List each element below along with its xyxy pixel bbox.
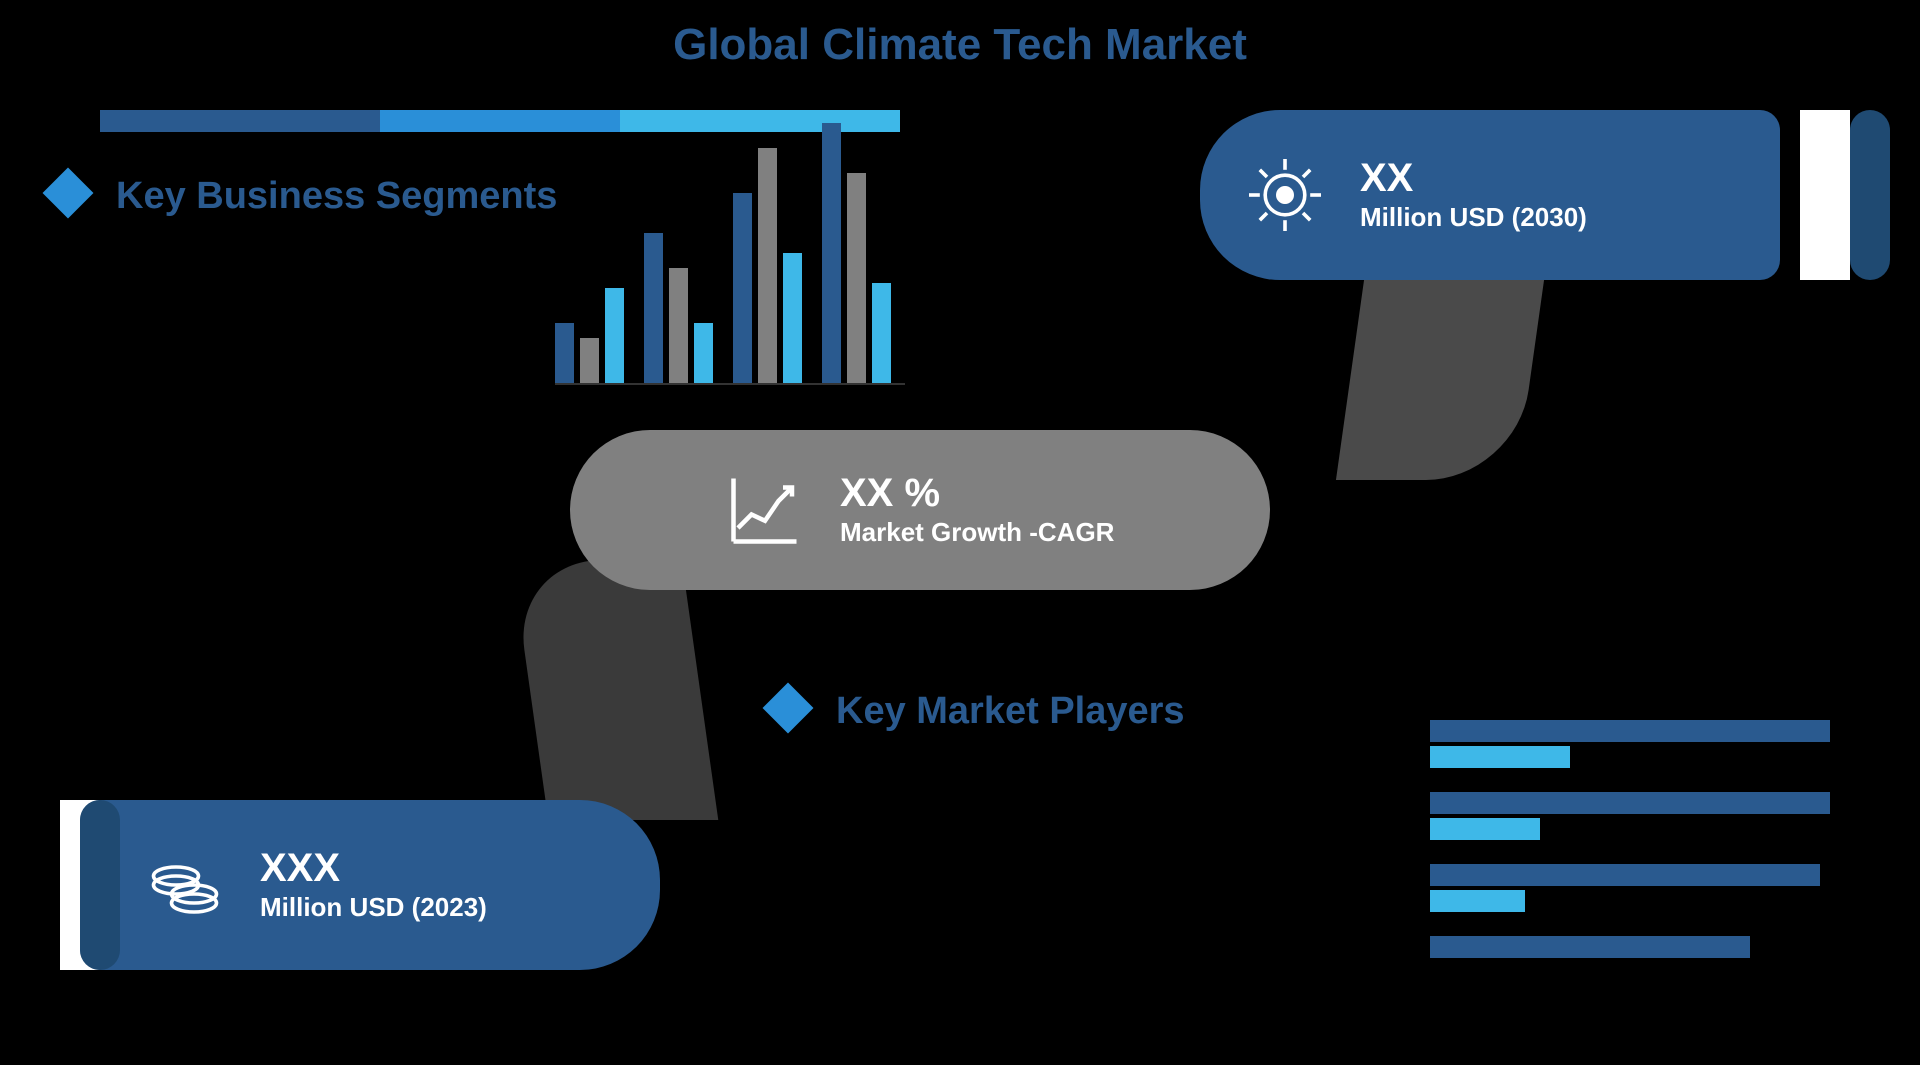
hbar xyxy=(1430,746,1570,768)
player-item: IBM (United States) xyxy=(836,918,1336,946)
metric-2030-label: Million USD (2030) xyxy=(1360,201,1587,235)
player-item: Google LLC (United States) xyxy=(836,874,1336,902)
segment-item: By Application xyxy=(116,292,557,323)
segments-title: Key Business Segments xyxy=(116,175,557,218)
metric-2030-value: XX xyxy=(1360,156,1587,201)
chart-bar xyxy=(605,288,624,383)
players-list: Daikin Industries (Japan) General Electri… xyxy=(836,758,1336,990)
diamond-icon xyxy=(763,683,814,734)
chart-bar xyxy=(694,323,713,383)
player-item: Daikin Industries (Japan) xyxy=(836,758,1336,786)
coins-icon xyxy=(140,840,230,930)
hbar-group xyxy=(1430,864,1840,912)
hbar-chart xyxy=(1430,720,1840,958)
chart-bar xyxy=(872,283,891,383)
chart-bar xyxy=(758,148,777,383)
lightbulb-icon xyxy=(1240,150,1330,240)
metric-2023: XXX Million USD (2023) xyxy=(80,800,660,970)
diamond-icon xyxy=(43,168,94,219)
hbar xyxy=(1430,818,1540,840)
ribbon-connector xyxy=(512,560,719,820)
ribbon-cap xyxy=(80,800,120,970)
hbar xyxy=(1430,864,1820,886)
color-bar-segment xyxy=(100,110,380,132)
metric-cagr: XX % Market Growth -CAGR xyxy=(570,430,1270,590)
chart-bar xyxy=(822,123,841,383)
chart-bar xyxy=(555,323,574,383)
player-item: Intelex Technologies (Canada) xyxy=(836,962,1336,990)
chart-bar xyxy=(644,233,663,383)
hbar-group xyxy=(1430,792,1840,840)
ribbon-fold xyxy=(1800,110,1850,280)
metric-2030: XX Million USD (2030) xyxy=(1200,110,1780,280)
page-title: Global Climate Tech Market xyxy=(673,20,1247,70)
metric-cagr-label: Market Growth -CAGR xyxy=(840,516,1114,550)
hbar xyxy=(1430,720,1830,742)
metric-2023-value: XXX xyxy=(260,846,487,891)
players-title: Key Market Players xyxy=(836,690,1336,733)
segment-item: By Technology xyxy=(116,341,557,372)
ribbon-cap xyxy=(1850,110,1890,280)
growth-chart-icon xyxy=(720,465,810,555)
chart-bar xyxy=(669,268,688,383)
segments-list: By Component By Application By Technology B… xyxy=(116,243,557,421)
metric-cagr-value: XX % xyxy=(840,471,1114,516)
players-section: Key Market Players Daikin Industries (Ja… xyxy=(770,690,1336,1006)
segments-section: Key Business Segments By Component By App… xyxy=(50,175,557,439)
hbar-group xyxy=(1430,720,1840,768)
segment-item: By Region/Geography xyxy=(116,390,557,421)
hbar xyxy=(1430,792,1830,814)
chart-bar xyxy=(783,253,802,383)
segment-item: By Component xyxy=(116,243,557,274)
metric-2023-label: Million USD (2023) xyxy=(260,891,487,925)
ribbon-connector xyxy=(1336,280,1544,480)
hbar-group xyxy=(1430,936,1840,958)
hbar xyxy=(1430,890,1525,912)
bar-chart xyxy=(555,115,905,385)
hbar xyxy=(1430,936,1750,958)
chart-bar xyxy=(733,193,752,383)
chart-bar xyxy=(580,338,599,383)
chart-bar xyxy=(847,173,866,383)
player-item: General Electric Company (United States) xyxy=(836,802,1336,858)
